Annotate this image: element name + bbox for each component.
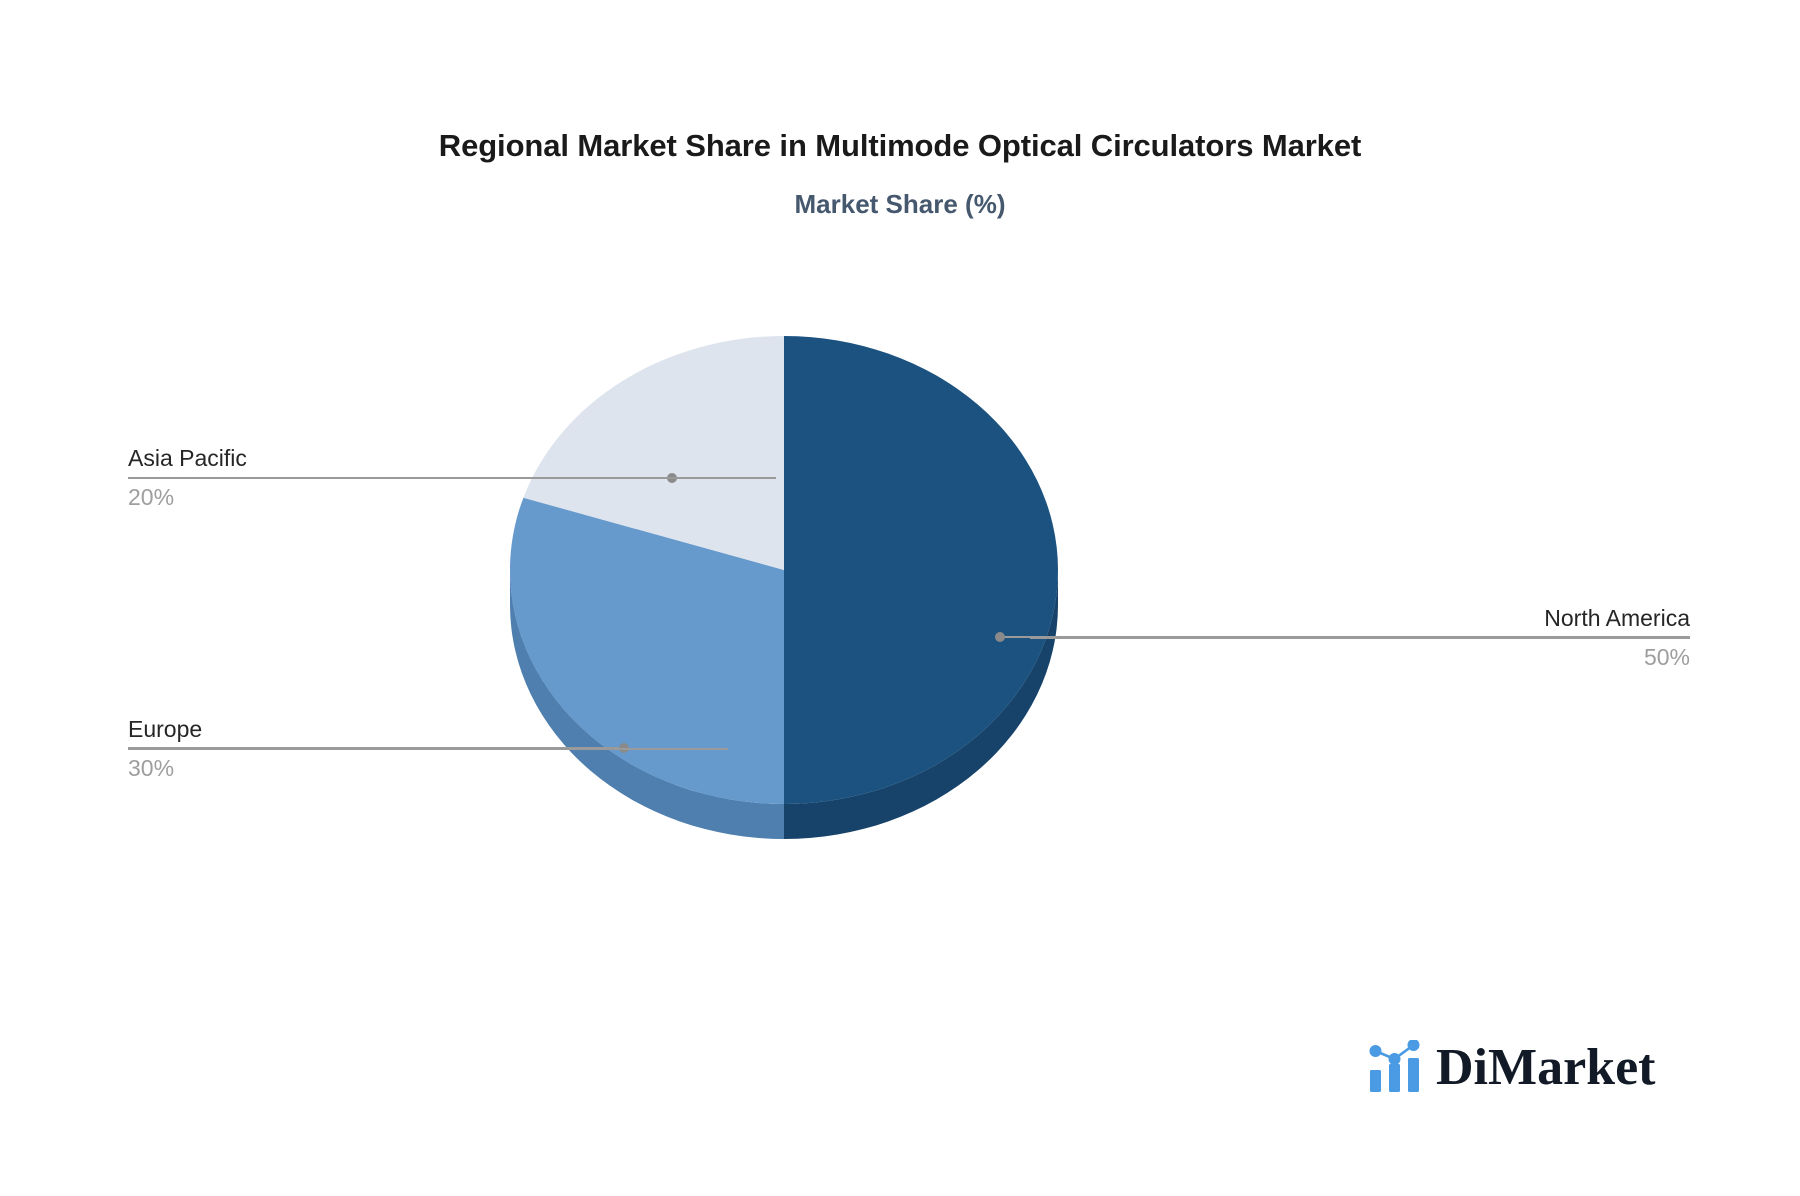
brand-name: DiMarket bbox=[1436, 1039, 1656, 1096]
slice-label-europe-rule bbox=[128, 748, 728, 750]
slice-label-europe-category: Europe bbox=[128, 716, 203, 742]
slice-asia-pacific bbox=[523, 335, 784, 570]
slice-label-north-america: North America 50% bbox=[1030, 603, 1690, 672]
slice-label-europe: Europe 30% bbox=[128, 714, 728, 783]
slice-label-north-america-rule bbox=[1030, 637, 1690, 639]
slice-label-asia-pacific-value: 20% bbox=[128, 484, 175, 510]
page-title: Regional Market Share in Multimode Optic… bbox=[438, 128, 1362, 163]
bar-chart-logo-icon bbox=[1369, 1040, 1420, 1092]
slice-europe bbox=[509, 497, 784, 804]
leader-dot-north-america bbox=[995, 632, 1005, 642]
slice-side-europe bbox=[510, 570, 784, 839]
pie-depth-group bbox=[510, 570, 1058, 839]
slice-label-asia-pacific-rule bbox=[128, 477, 776, 479]
slice-label-north-america-category: North America bbox=[1544, 605, 1690, 631]
chart-subtitle: Market Share (%) bbox=[794, 189, 1006, 219]
pie-top-group bbox=[509, 335, 1058, 804]
pie-chart: Asia Pacific 20% Europe 30% North Americ… bbox=[128, 335, 1690, 839]
slice-label-north-america-value: 50% bbox=[1643, 644, 1690, 670]
slice-label-europe-value: 30% bbox=[128, 755, 175, 781]
slice-north-america bbox=[784, 336, 1058, 804]
slice-label-asia-pacific-category: Asia Pacific bbox=[128, 445, 247, 471]
slice-label-asia-pacific: Asia Pacific 20% bbox=[128, 443, 776, 512]
slice-side-north-america bbox=[784, 570, 1058, 839]
brand-logo: DiMarket bbox=[1368, 1040, 1655, 1094]
